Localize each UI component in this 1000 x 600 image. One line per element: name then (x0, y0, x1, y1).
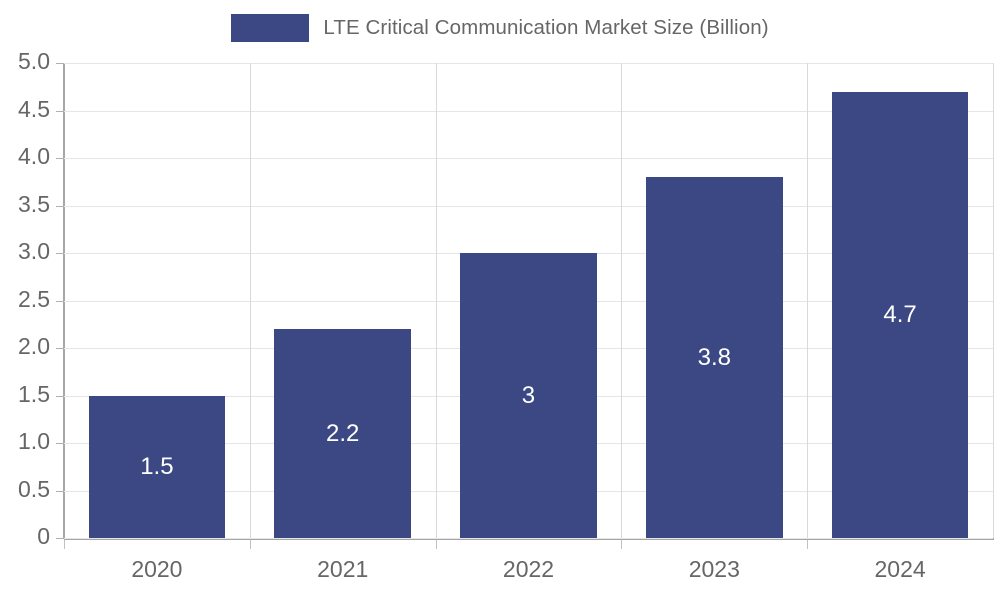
y-tick-label: 1.0 (18, 428, 50, 454)
gridline-horizontal (64, 538, 993, 539)
y-tick-mark (56, 205, 64, 207)
legend-swatch (231, 14, 310, 42)
y-tick-label: 0.5 (18, 475, 50, 502)
y-tick-label: 2.0 (18, 333, 50, 359)
x-axis-line (64, 538, 994, 540)
bar-value-label: 1.5 (140, 452, 174, 480)
y-tick-mark (56, 443, 64, 444)
x-tick-label: 2020 (131, 556, 183, 582)
y-tick-label: 0 (37, 523, 50, 549)
y-tick-label: 5.0 (18, 48, 50, 74)
bar-value-label: 2.2 (326, 419, 360, 447)
y-tick-label: 4.0 (18, 143, 50, 169)
x-tick-mark (250, 540, 251, 549)
x-tick-mark (436, 540, 437, 549)
gridline-vertical (621, 63, 622, 538)
y-tick-label: 3.0 (18, 238, 50, 264)
chart-legend: LTE Critical Communication Market Size (… (0, 14, 1000, 42)
bar-value-label: 4.7 (883, 300, 917, 328)
gridline-horizontal (64, 205, 993, 207)
x-tick-label: 2023 (688, 556, 740, 582)
bar-2021[interactable] (274, 329, 411, 538)
y-tick-label: 3.5 (18, 190, 50, 217)
x-tick-mark (64, 540, 65, 549)
y-tick-label: 4.5 (18, 95, 50, 122)
gridline-vertical (436, 63, 437, 538)
y-tick-mark (56, 538, 64, 539)
bar-value-label: 3 (521, 381, 536, 409)
y-tick-mark (56, 395, 64, 397)
bar-2022[interactable] (460, 253, 597, 538)
x-tick-label: 2022 (502, 556, 555, 582)
bar-2020[interactable] (88, 395, 226, 538)
y-tick-mark (56, 158, 64, 159)
plot-area: 1.5 2.2 3 3.8 4.7 (64, 63, 994, 539)
x-tick-mark (621, 540, 622, 549)
bar-2023[interactable] (646, 177, 783, 538)
bar-2024[interactable] (831, 91, 969, 538)
y-tick-mark (56, 490, 64, 492)
legend-label: LTE Critical Communication Market Size (… (323, 16, 769, 39)
gridline-vertical (807, 63, 808, 538)
gridline-vertical (250, 63, 251, 538)
y-tick-mark (56, 253, 64, 254)
x-tick-label: 2021 (317, 556, 369, 582)
x-tick-label: 2024 (874, 556, 926, 582)
y-tick-mark (56, 110, 64, 112)
y-tick-label: 1.5 (18, 380, 50, 407)
x-tick-mark (807, 540, 808, 549)
y-tick-mark (56, 63, 64, 64)
y-tick-mark (56, 300, 64, 302)
gridline-horizontal (64, 158, 993, 159)
y-tick-mark (56, 348, 64, 349)
gridline-horizontal (64, 110, 993, 112)
gridline-horizontal (64, 63, 993, 64)
gridline-vertical (993, 63, 994, 538)
bar-value-label: 3.8 (697, 343, 731, 371)
y-tick-label: 2.5 (18, 285, 50, 312)
